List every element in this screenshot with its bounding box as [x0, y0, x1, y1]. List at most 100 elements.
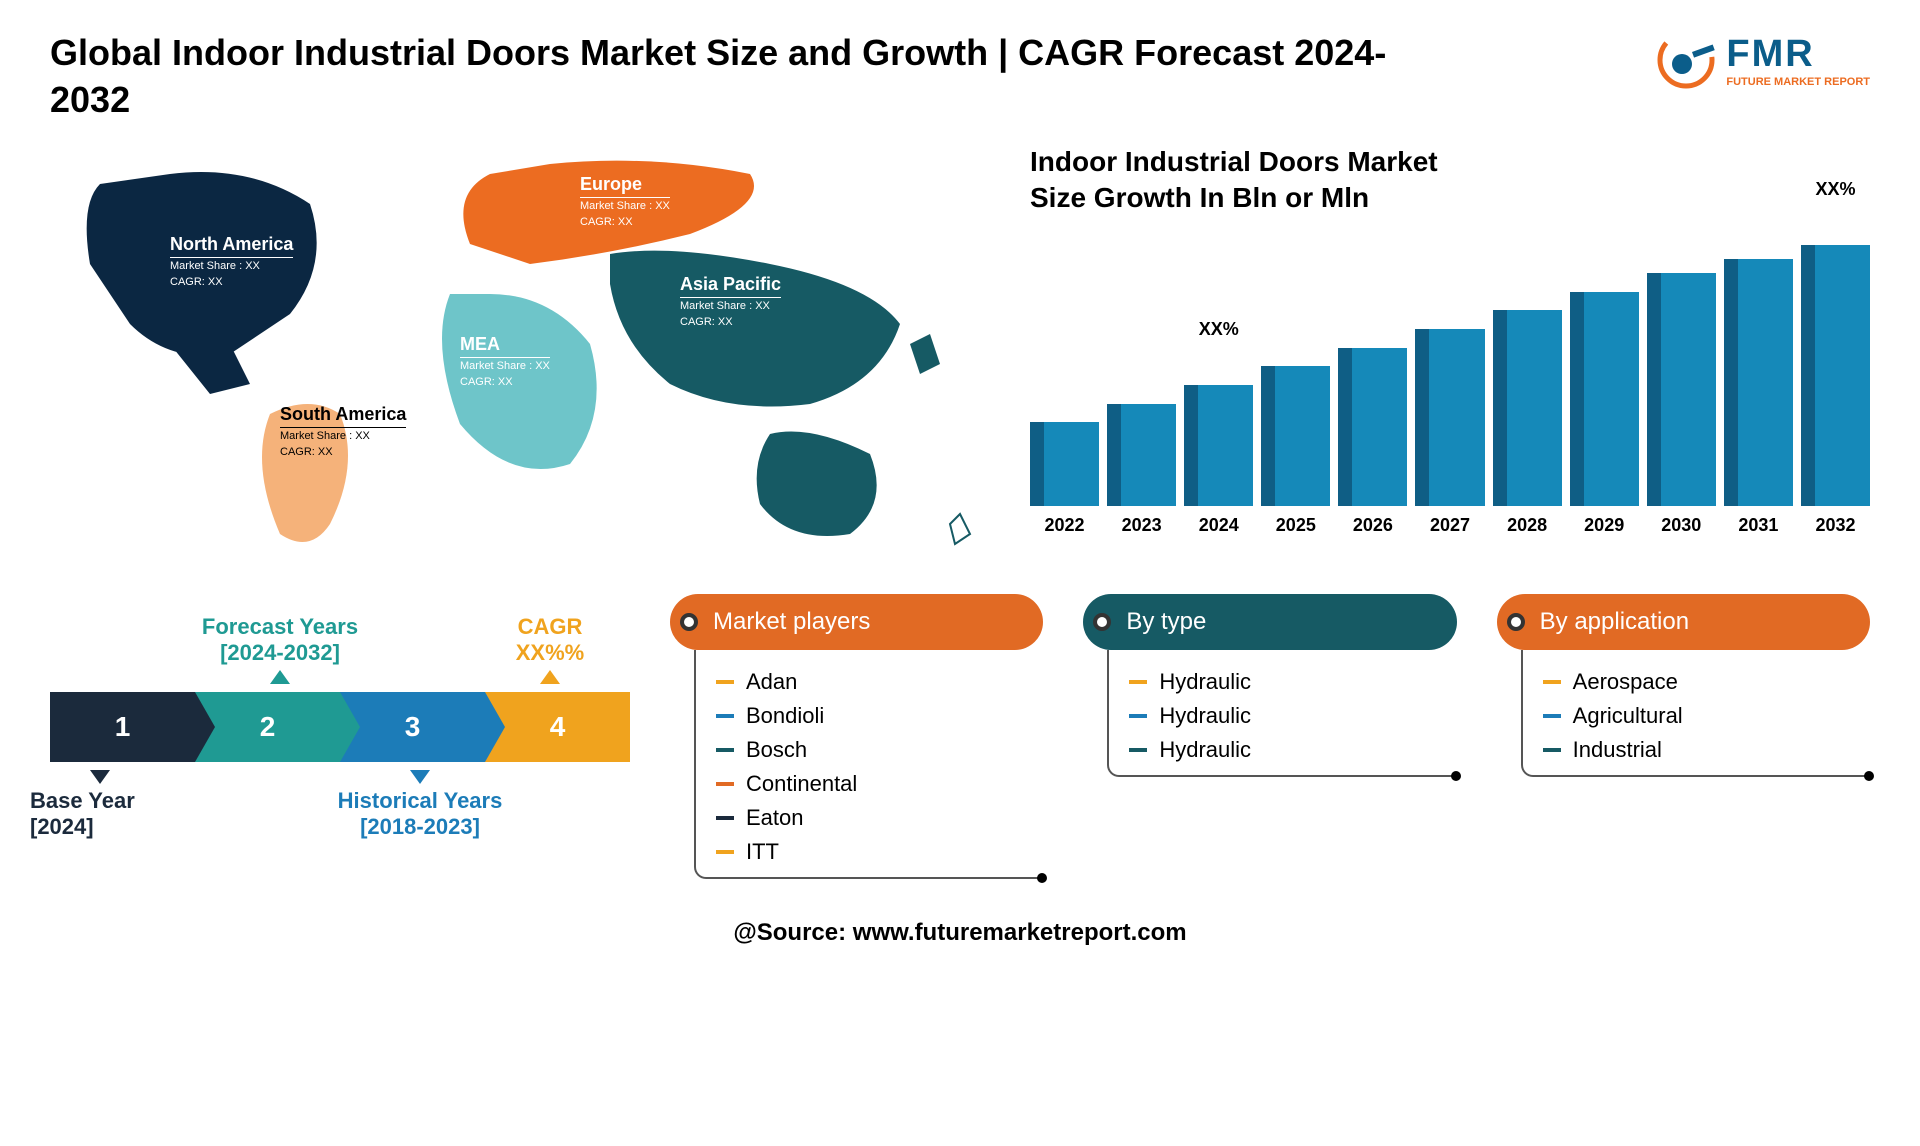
chart-area: 202220232024XX%2025202620272028202920302…	[1030, 226, 1870, 546]
tl-title: Historical Years	[310, 788, 530, 814]
logo-sub-text: FUTURE MARKET REPORT	[1726, 76, 1870, 88]
bar-wrap: 2023	[1107, 226, 1176, 506]
logo-main-text: FMR	[1726, 33, 1870, 76]
timeline-cagr-label: CAGR XX%%	[480, 614, 620, 684]
bar-wrap: 2028	[1493, 226, 1562, 506]
category-item-label: Hydraulic	[1159, 669, 1251, 695]
bar-wrap: 2024XX%	[1184, 226, 1253, 506]
bar-wrap: 2022	[1030, 226, 1099, 506]
bar-year-label: 2032	[1815, 515, 1855, 536]
arrow-up-icon	[540, 670, 560, 684]
bar	[1724, 259, 1793, 506]
tl-sub: [2024]	[30, 814, 210, 840]
category-item: Continental	[716, 767, 1043, 801]
tick-icon	[716, 816, 734, 820]
category-pill: By type	[1083, 594, 1456, 650]
region-share: Market Share : XX	[280, 427, 406, 442]
bar-wrap: 2029	[1570, 226, 1639, 506]
bar-wrap: 2032XX%	[1801, 226, 1870, 506]
category-item-label: Hydraulic	[1159, 737, 1251, 763]
pill-dot-icon	[1507, 613, 1525, 631]
category-item: ITT	[716, 835, 1043, 869]
tick-icon	[716, 680, 734, 684]
bar-year-label: 2026	[1353, 515, 1393, 536]
page-title: Global Indoor Industrial Doors Market Si…	[50, 30, 1450, 124]
category-column: By type Hydraulic Hydraulic Hydraulic	[1083, 594, 1456, 879]
region-north-america: North America Market Share : XX CAGR: XX	[170, 234, 293, 288]
tick-icon	[1129, 748, 1147, 752]
category-body: Hydraulic Hydraulic Hydraulic	[1107, 650, 1456, 777]
tick-icon	[716, 850, 734, 854]
category-body: AdanBondioliBoschContinentalEatonITT	[694, 650, 1043, 879]
timeline-segment: 1	[50, 692, 195, 762]
category-item-label: Agricultural	[1573, 703, 1683, 729]
bar-wrap: 2027	[1415, 226, 1484, 506]
arrow-down-icon	[410, 770, 430, 784]
category-title: Market players	[713, 608, 870, 636]
category-item: Bosch	[716, 733, 1043, 767]
pill-dot-icon	[680, 613, 698, 631]
tick-icon	[1129, 714, 1147, 718]
region-south-america: South America Market Share : XX CAGR: XX	[280, 404, 406, 458]
tl-sub: [2024-2032]	[180, 640, 380, 666]
category-item: Eaton	[716, 801, 1043, 835]
bar-wrap: 2031	[1724, 226, 1793, 506]
category-title: By type	[1126, 608, 1206, 636]
category-item-label: Aerospace	[1573, 669, 1678, 695]
category-item: Hydraulic	[1129, 699, 1456, 733]
bar	[1261, 366, 1330, 506]
bar	[1493, 310, 1562, 506]
region-share: Market Share : XX	[580, 197, 670, 212]
tl-sub: [2018-2023]	[310, 814, 530, 840]
timeline-segment: 3	[340, 692, 485, 762]
bar	[1184, 385, 1253, 506]
region-name: Asia Pacific	[680, 274, 781, 295]
category-item-label: Continental	[746, 771, 857, 797]
tl-title: CAGR	[480, 614, 620, 640]
category-item-label: Bosch	[746, 737, 807, 763]
category-title: By application	[1540, 608, 1689, 636]
region-share: Market Share : XX	[460, 357, 550, 372]
bar	[1415, 329, 1484, 506]
category-item-label: ITT	[746, 839, 779, 865]
region-asia-pacific: Asia Pacific Market Share : XX CAGR: XX	[680, 274, 781, 328]
bar-annotation: XX%	[1815, 179, 1855, 200]
category-body: Aerospace Agricultural Industrial	[1521, 650, 1870, 777]
region-name: Europe	[580, 174, 670, 195]
bar-year-label: 2023	[1122, 515, 1162, 536]
bar-wrap: 2026	[1338, 226, 1407, 506]
bar-chart: Indoor Industrial Doors Market Size Grow…	[1030, 144, 1870, 564]
region-cagr: CAGR: XX	[680, 314, 781, 328]
category-item-label: Adan	[746, 669, 797, 695]
timeline-bar: 1234	[50, 692, 630, 762]
pill-dot-icon	[1093, 613, 1111, 631]
category-item-label: Eaton	[746, 805, 804, 831]
category-item: Industrial	[1543, 733, 1870, 767]
category-item-label: Industrial	[1573, 737, 1662, 763]
category-item: Agricultural	[1543, 699, 1870, 733]
region-share: Market Share : XX	[680, 297, 781, 312]
category-item: Hydraulic	[1129, 665, 1456, 699]
category-column: Market playersAdanBondioliBoschContinent…	[670, 594, 1043, 879]
bar-year-label: 2030	[1661, 515, 1701, 536]
category-column: By application Aerospace Agricultural Indus…	[1497, 594, 1870, 879]
timeline-segment: 2	[195, 692, 340, 762]
region-europe: Europe Market Share : XX CAGR: XX	[580, 174, 670, 228]
bar-year-label: 2024	[1199, 515, 1239, 536]
bar-year-label: 2025	[1276, 515, 1316, 536]
bar-year-label: 2029	[1584, 515, 1624, 536]
region-name: MEA	[460, 334, 550, 355]
bar	[1801, 245, 1870, 506]
category-item: Adan	[716, 665, 1043, 699]
category-section: Market playersAdanBondioliBoschContinent…	[670, 594, 1870, 879]
region-cagr: CAGR: XX	[580, 214, 670, 228]
region-cagr: CAGR: XX	[280, 444, 406, 458]
logo: FMR FUTURE MARKET REPORT	[1656, 30, 1870, 90]
category-item: Aerospace	[1543, 665, 1870, 699]
arrow-down-icon	[90, 770, 110, 784]
tl-title: Forecast Years	[180, 614, 380, 640]
bar-year-label: 2022	[1045, 515, 1085, 536]
timeline-segment: 4	[485, 692, 630, 762]
category-item-label: Hydraulic	[1159, 703, 1251, 729]
chart-title: Indoor Industrial Doors Market Size Grow…	[1030, 144, 1450, 217]
